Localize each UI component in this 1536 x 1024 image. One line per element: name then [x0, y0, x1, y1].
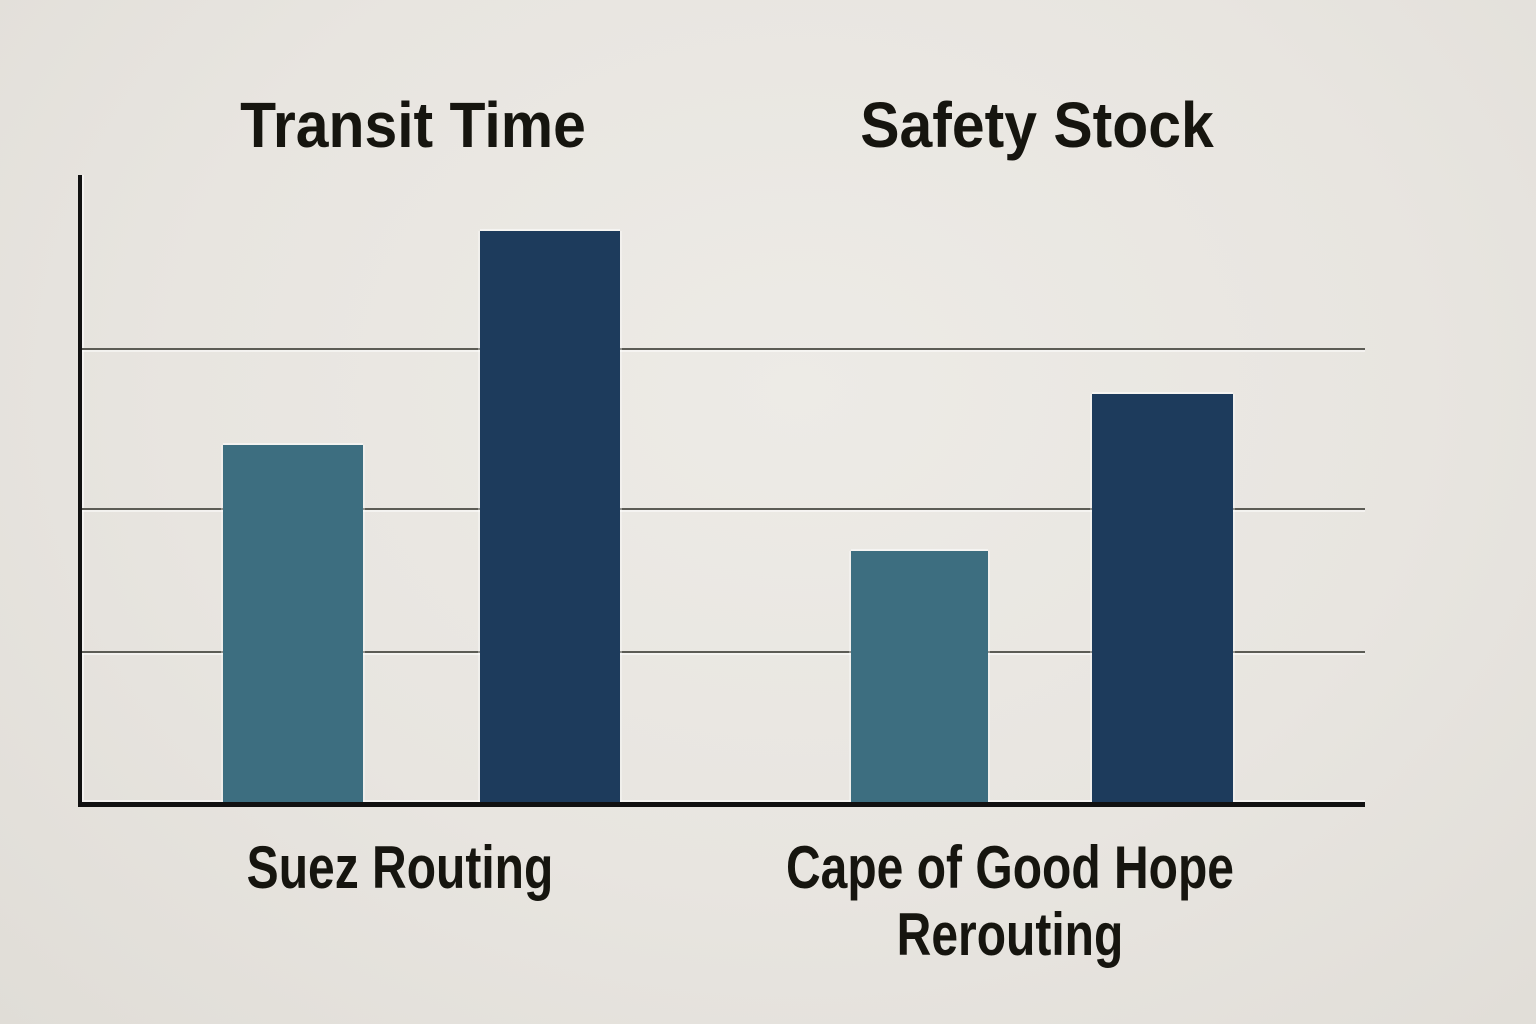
gridline: [82, 650, 1365, 653]
gridlines-layer: [82, 175, 1365, 802]
group-title-safety-stock: Safety Stock: [860, 89, 1214, 161]
gridline: [82, 507, 1365, 510]
group-title-transit-time: Transit Time: [240, 89, 586, 161]
bar-navy-safety-stock: [1092, 394, 1233, 802]
plot-area: [78, 175, 1365, 807]
bar-teal-transit-time: [223, 444, 363, 802]
x-label-cape-of-good-hope-rerouting: Cape of Good Hope Rerouting: [786, 834, 1234, 969]
x-label-suez-routing: Suez Routing: [246, 834, 554, 901]
bars-layer: [82, 175, 1365, 802]
bar-navy-transit-time: [480, 231, 620, 802]
bar-teal-safety-stock: [851, 551, 988, 802]
gridline: [82, 348, 1365, 351]
